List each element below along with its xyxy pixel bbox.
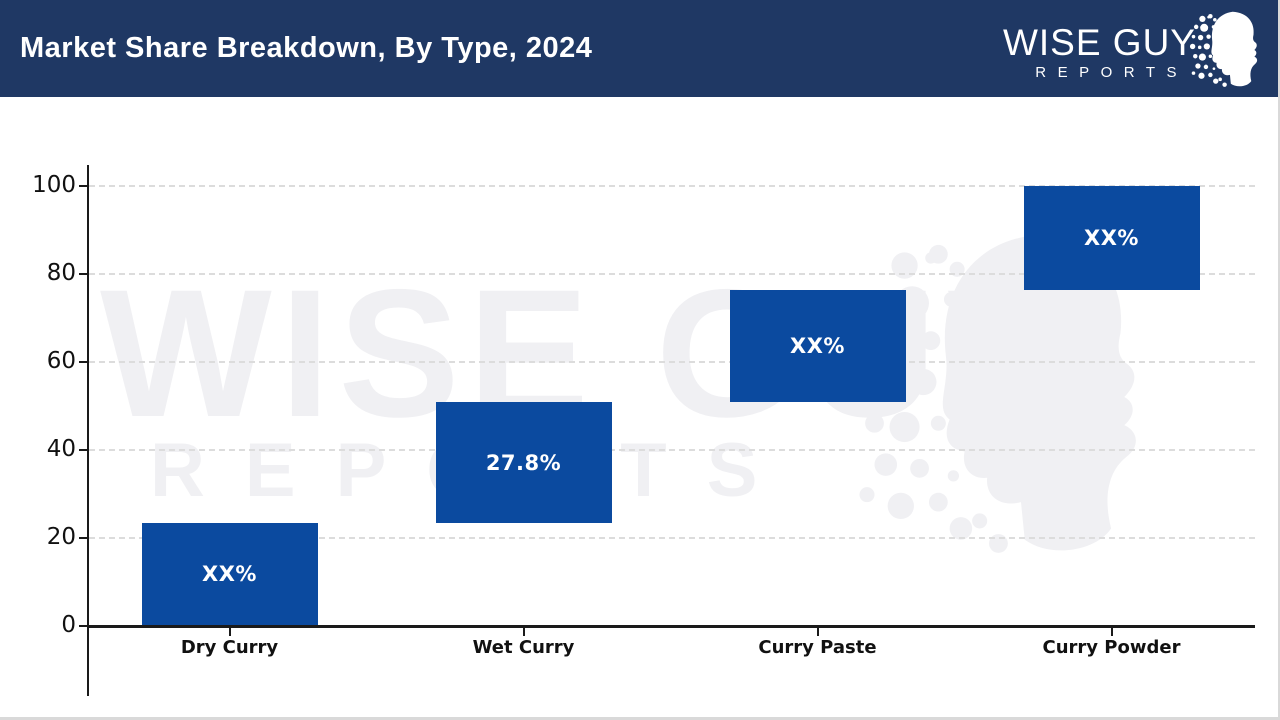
x-category-label: Curry Powder <box>1042 637 1181 658</box>
bar: XX% <box>141 522 318 626</box>
gridline <box>89 536 1255 539</box>
y-tick-mark <box>79 360 87 363</box>
bar: 27.8% <box>435 402 612 523</box>
bar: XX% <box>1023 185 1200 291</box>
bar-value-label: XX% <box>790 334 845 359</box>
bar-value-label: XX% <box>1084 225 1139 250</box>
x-tick-mark <box>228 628 231 636</box>
chart-area: 0 20 40 60 80 100 XX% Dry Curry 27.8% Wet Curry XX… <box>0 97 1278 717</box>
gridline <box>89 448 1255 451</box>
gridline <box>89 360 1255 363</box>
y-tick-label: 20 <box>46 523 76 550</box>
y-tick-mark <box>79 625 87 627</box>
y-tick-mark <box>79 448 87 451</box>
brand-logo: WISE GUY REPORTS <box>1003 8 1274 92</box>
bar-value-label: 27.8% <box>485 450 562 475</box>
logo-reports-label: REPORTS <box>1035 64 1188 81</box>
x-category-label: Wet Curry <box>472 637 575 658</box>
y-tick-label: 40 <box>46 435 76 462</box>
bar: XX% <box>729 290 906 403</box>
x-category-label: Dry Curry <box>180 637 279 658</box>
x-tick-mark <box>816 628 819 636</box>
x-category-label: Curry Paste <box>758 637 877 658</box>
logo-wordmark: WISE GUY <box>1002 22 1196 63</box>
y-tick-label: 80 <box>46 259 76 286</box>
y-tick-mark <box>79 184 87 187</box>
y-tick-label: 100 <box>32 171 76 198</box>
bar-value-label: XX% <box>202 562 257 587</box>
gridline <box>89 184 1255 187</box>
gridline <box>89 272 1255 275</box>
x-tick-mark <box>522 628 525 636</box>
y-tick-label: 0 <box>61 612 76 638</box>
header: Market Share Breakdown, By Type, 2024 WI… <box>0 0 1278 97</box>
x-tick-mark <box>1110 628 1113 636</box>
dotted-head-icon <box>1189 11 1258 87</box>
y-axis-spine <box>87 165 89 696</box>
y-tick-mark <box>79 536 87 539</box>
page-title: Market Share Breakdown, By Type, 2024 <box>20 32 593 64</box>
y-tick-mark <box>79 272 87 275</box>
y-tick-label: 60 <box>46 347 76 374</box>
x-axis-spine <box>87 625 1255 628</box>
